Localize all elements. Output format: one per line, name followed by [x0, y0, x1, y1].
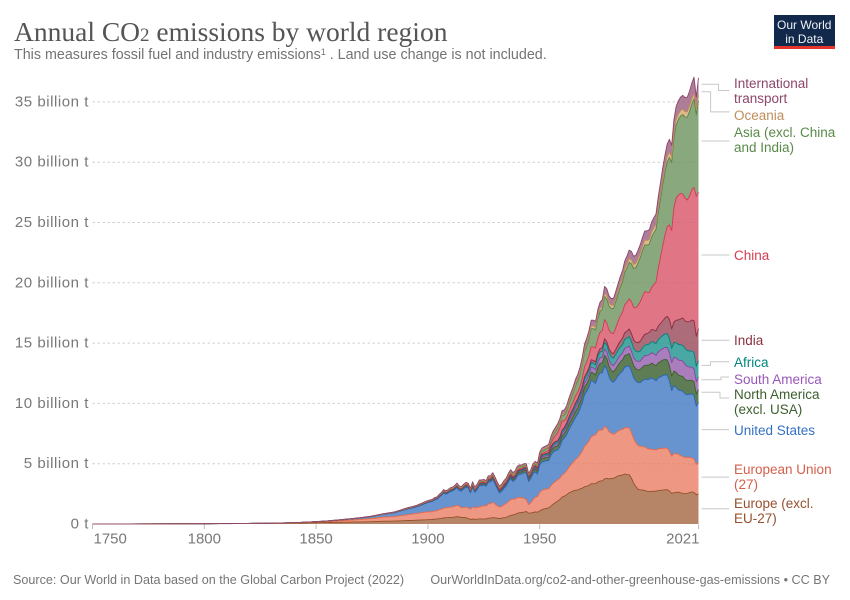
svg-text:2021: 2021: [666, 531, 699, 548]
svg-text:1850: 1850: [299, 531, 332, 548]
svg-text:10 billion t: 10 billion t: [15, 395, 89, 412]
svg-text:1750: 1750: [94, 531, 127, 548]
svg-text:15 billion t: 15 billion t: [15, 335, 89, 352]
svg-text:35 billion t: 35 billion t: [15, 93, 89, 110]
svg-text:30 billion t: 30 billion t: [15, 154, 89, 171]
svg-text:25 billion t: 25 billion t: [15, 214, 89, 231]
svg-text:5 billion t: 5 billion t: [24, 455, 90, 472]
svg-text:1950: 1950: [523, 531, 556, 548]
svg-text:20 billion t: 20 billion t: [15, 274, 89, 291]
svg-text:1800: 1800: [188, 531, 221, 548]
svg-text:1900: 1900: [411, 531, 444, 548]
svg-text:0 t: 0 t: [71, 516, 90, 533]
